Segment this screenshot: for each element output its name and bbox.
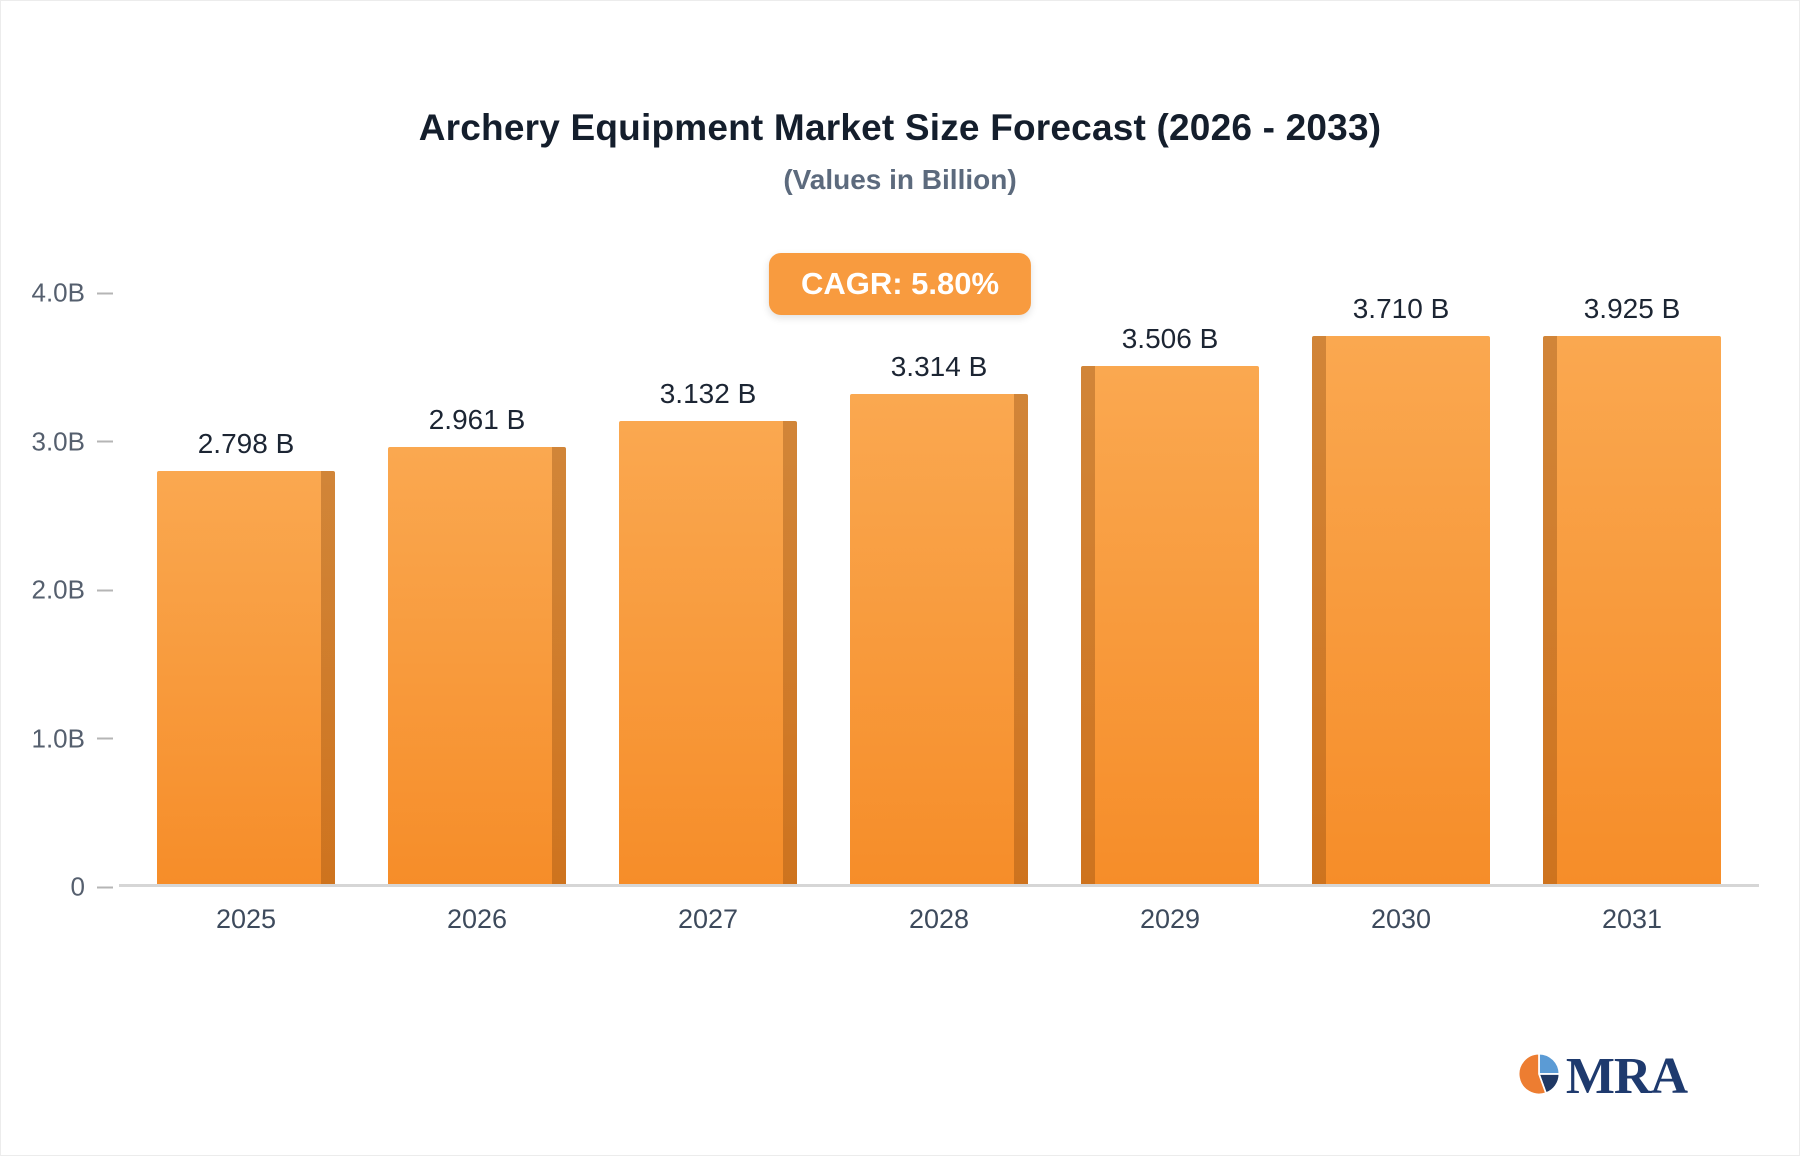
bar-column: 3.710 B — [1312, 293, 1490, 884]
tick-mark — [97, 440, 113, 443]
tick-mark — [97, 886, 113, 888]
bar-column: 3.132 B — [619, 293, 797, 884]
bar — [1543, 336, 1721, 884]
bar-column: 3.925 B — [1543, 293, 1721, 884]
bar-value-label: 2.798 B — [197, 427, 295, 459]
x-axis-labels: 2025 2026 2027 2028 2029 2030 2031 — [119, 904, 1759, 935]
y-tick: 4.0B — [1, 278, 113, 309]
x-axis-label: 2030 — [1370, 904, 1432, 934]
x-axis-label: 2027 — [677, 904, 739, 934]
bar-value-label: 2.961 B — [428, 403, 526, 435]
y-tick-label: 4.0B — [31, 277, 86, 308]
tick-mark — [97, 737, 113, 740]
bar-value-label: 3.506 B — [1121, 323, 1219, 354]
bar-value-label: 3.925 B — [1583, 293, 1681, 324]
y-axis: 4.0B 3.0B 2.0B 1.0B 0 — [1, 278, 113, 902]
brand-logo: MRA — [1515, 1047, 1688, 1105]
x-axis-label: 2031 — [1601, 904, 1663, 934]
bar — [1312, 336, 1490, 884]
y-tick-label: 1.0B — [31, 723, 86, 753]
bar-column: 3.506 B — [1081, 293, 1259, 884]
bar-value-label: 3.710 B — [1352, 293, 1450, 324]
y-tick-label: 2.0B — [31, 574, 86, 605]
bar-value-label: 3.132 B — [659, 378, 757, 410]
bar — [388, 446, 566, 884]
bar-value-label: 3.314 B — [890, 351, 988, 383]
bar-column: 3.314 B — [850, 293, 1028, 884]
chart-subtitle: (Values in Billion) — [783, 164, 1017, 195]
bars-area: 2.798 B 2.961 B 3.132 B 3.314 B 3.506 B 3.710… — [119, 293, 1759, 884]
x-axis-label: 2025 — [215, 904, 277, 934]
y-tick-label: 3.0B — [31, 426, 86, 456]
bar — [1081, 366, 1259, 884]
bar — [850, 394, 1028, 884]
y-tick: 3.0B — [1, 426, 113, 457]
bar — [619, 421, 797, 884]
pie-logo-icon — [1515, 1050, 1563, 1103]
plot-area: 2.798 B 2.961 B 3.132 B 3.314 B 3.506 B 3.710… — [119, 293, 1759, 887]
tick-mark — [97, 589, 113, 591]
bar-column: 2.798 B — [157, 293, 335, 884]
cagr-badge: CAGR: 5.80% — [768, 253, 1032, 315]
bar — [157, 470, 335, 884]
y-tick-label: 0 — [70, 871, 85, 902]
y-tick: 0 — [1, 872, 113, 903]
x-axis-label: 2029 — [1139, 904, 1201, 934]
y-tick: 1.0B — [1, 723, 113, 754]
x-axis-label: 2026 — [446, 904, 508, 934]
logo-text: MRA — [1565, 1047, 1688, 1105]
bar-column: 2.961 B — [388, 293, 566, 884]
y-tick: 2.0B — [1, 575, 113, 606]
tick-mark — [97, 292, 113, 294]
chart-title: Archery Equipment Market Size Forecast (… — [418, 107, 1382, 148]
x-axis-label: 2028 — [908, 904, 970, 934]
